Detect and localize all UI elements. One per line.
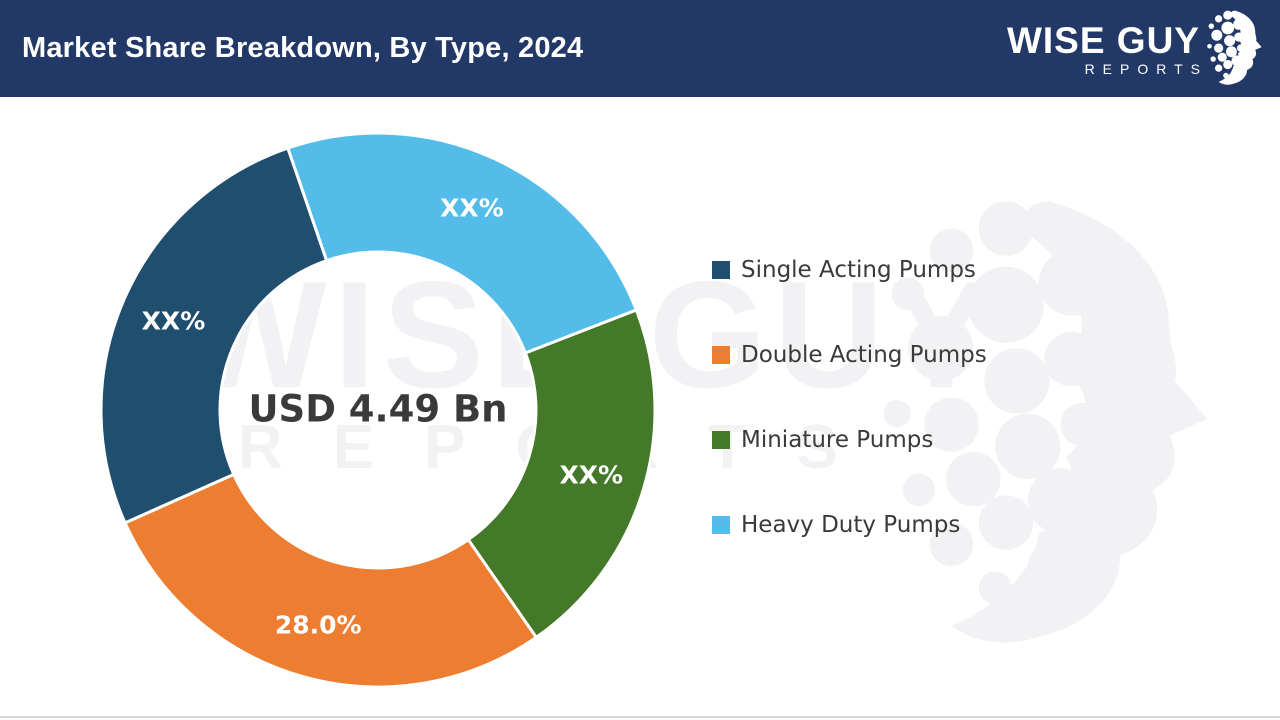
legend-item-double-acting-pumps: Double Acting Pumps — [712, 342, 987, 368]
legend-item-heavy-duty-pumps: Heavy Duty Pumps — [712, 512, 987, 538]
legend-swatch-lightblue — [712, 516, 730, 534]
legend-label: Double Acting Pumps — [741, 342, 987, 368]
slice-label-single-acting-pumps: XX% — [142, 307, 206, 336]
donut-slices: XX% XX% 28.0% XX% — [99, 131, 657, 689]
pie-slice-miniature-pumps — [466, 308, 657, 639]
legend-label: Miniature Pumps — [741, 427, 934, 453]
logo-wiseguy-text: WISE GUY — [1006, 19, 1200, 61]
slice-label-heavy-duty-pumps: XX% — [440, 193, 504, 222]
legend-label: Single Acting Pumps — [741, 257, 976, 283]
legend-swatch-orange — [712, 346, 730, 364]
legend-label: Heavy Duty Pumps — [741, 512, 961, 538]
legend-item-single-acting-pumps: Single Acting Pumps — [712, 257, 987, 283]
header-bar: Market Share Breakdown, By Type, 2024 WI… — [0, 0, 1280, 97]
bottom-divider — [0, 716, 1280, 718]
legend-swatch-green — [712, 431, 730, 449]
slice-label-double-acting-pumps: 28.0% — [275, 610, 362, 639]
pie-slice-double-acting-pumps — [123, 472, 538, 689]
wise-guy-reports-logo: WISE GUY REPORTS — [1007, 4, 1268, 94]
chart-center-value: USD 4.49 Bn — [248, 387, 508, 431]
logo-head-icon — [1207, 10, 1262, 85]
slice-label-miniature-pumps: XX% — [559, 461, 623, 490]
page-title: Market Share Breakdown, By Type, 2024 — [22, 32, 584, 64]
legend-item-miniature-pumps: Miniature Pumps — [712, 427, 987, 453]
pie-slice-single-acting-pumps — [99, 146, 329, 525]
chart-legend: Single Acting Pumps Double Acting Pumps … — [712, 257, 987, 597]
legend-swatch-navy — [712, 261, 730, 279]
pie-slice-heavy-duty-pumps — [286, 131, 638, 355]
logo-reports-text: REPORTS — [1084, 60, 1208, 77]
